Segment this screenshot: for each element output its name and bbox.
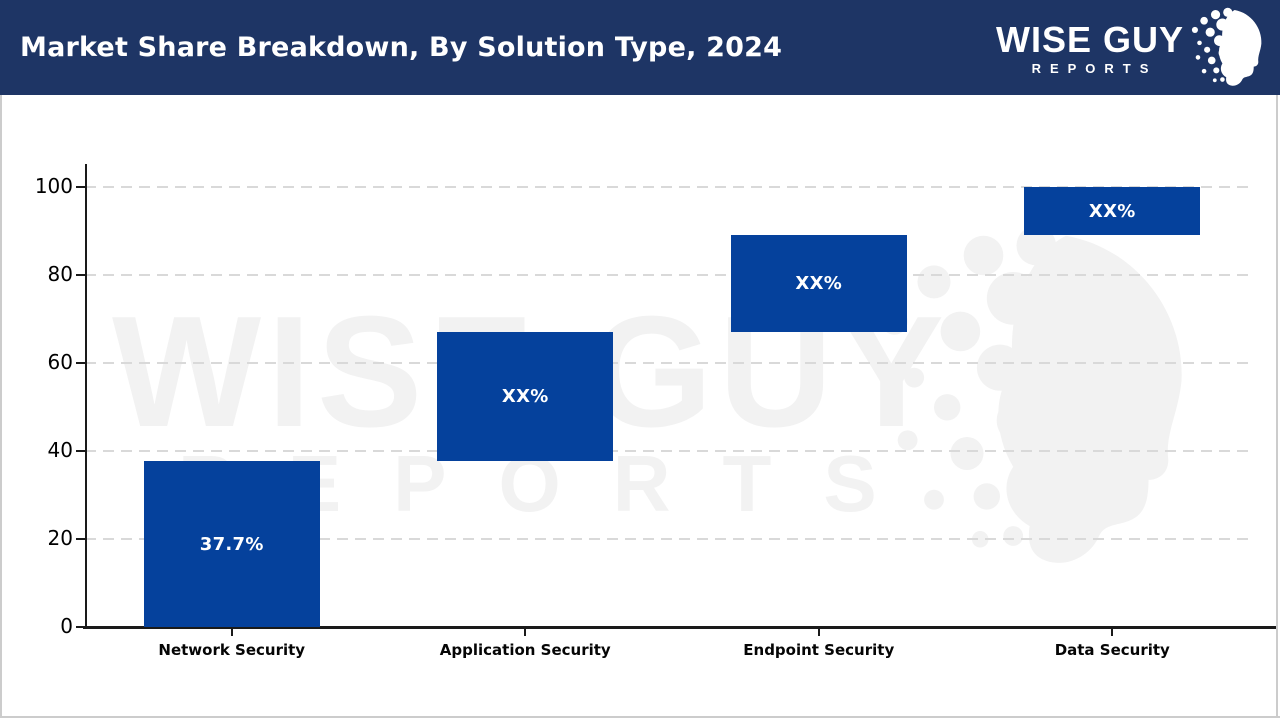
x-category-label: Endpoint Security (743, 641, 895, 659)
bar-value-label: XX% (501, 386, 549, 408)
y-tick-100 (76, 186, 85, 188)
y-tick-0 (76, 626, 85, 628)
y-tick-label-40: 40 (47, 438, 73, 462)
header-bar: Market Share Breakdown, By Solution Type… (0, 0, 1280, 95)
y-tick-label-60: 60 (47, 350, 73, 374)
frame-border-left (0, 95, 2, 718)
gridline-80 (85, 274, 1253, 276)
x-tick-2 (817, 627, 820, 636)
bar-application-security: XX% (437, 332, 614, 462)
bar-value-label: XX% (795, 273, 843, 295)
y-tick-label-100: 100 (34, 174, 73, 198)
brand-subtitle: REPORTS (1031, 60, 1158, 76)
y-tick-label-80: 80 (47, 262, 73, 286)
gridline-100 (85, 186, 1253, 188)
y-tick-40 (76, 450, 85, 452)
x-tick-3 (1111, 627, 1114, 636)
frame-border-right (1276, 95, 1278, 718)
gridline-60 (85, 362, 1253, 364)
x-category-label: Data Security (1054, 641, 1170, 659)
brand-name: WISE GUY (995, 18, 1184, 60)
y-tick-label-20: 20 (47, 526, 73, 550)
y-tick-60 (76, 362, 85, 364)
frame-border-bottom (0, 716, 1280, 718)
brand-head-icon (1191, 7, 1262, 86)
y-tick-label-0: 0 (60, 614, 73, 638)
brand-logo-text: WISE GUY REPORTS (995, 18, 1184, 76)
y-tick-80 (76, 274, 85, 276)
page-title: Market Share Breakdown, By Solution Type… (20, 32, 783, 63)
y-tick-20 (76, 538, 85, 540)
gridline-40 (85, 450, 1253, 452)
bar-data-security: XX% (1024, 187, 1201, 236)
bar-value-label: XX% (1088, 200, 1136, 222)
brand-logo: WISE GUY REPORTS (996, 7, 1266, 91)
y-axis-line (85, 164, 87, 629)
x-category-label: Network Security (158, 641, 306, 659)
x-tick-0 (230, 627, 233, 636)
bar-endpoint-security: XX% (730, 235, 907, 333)
x-category-label: Application Security (439, 641, 611, 659)
x-axis-line (83, 626, 1276, 629)
x-tick-1 (524, 627, 527, 636)
gridline-20 (85, 538, 1253, 540)
bar-value-label: 37.7% (199, 533, 264, 555)
bar-network-security: 37.7% (143, 461, 320, 627)
